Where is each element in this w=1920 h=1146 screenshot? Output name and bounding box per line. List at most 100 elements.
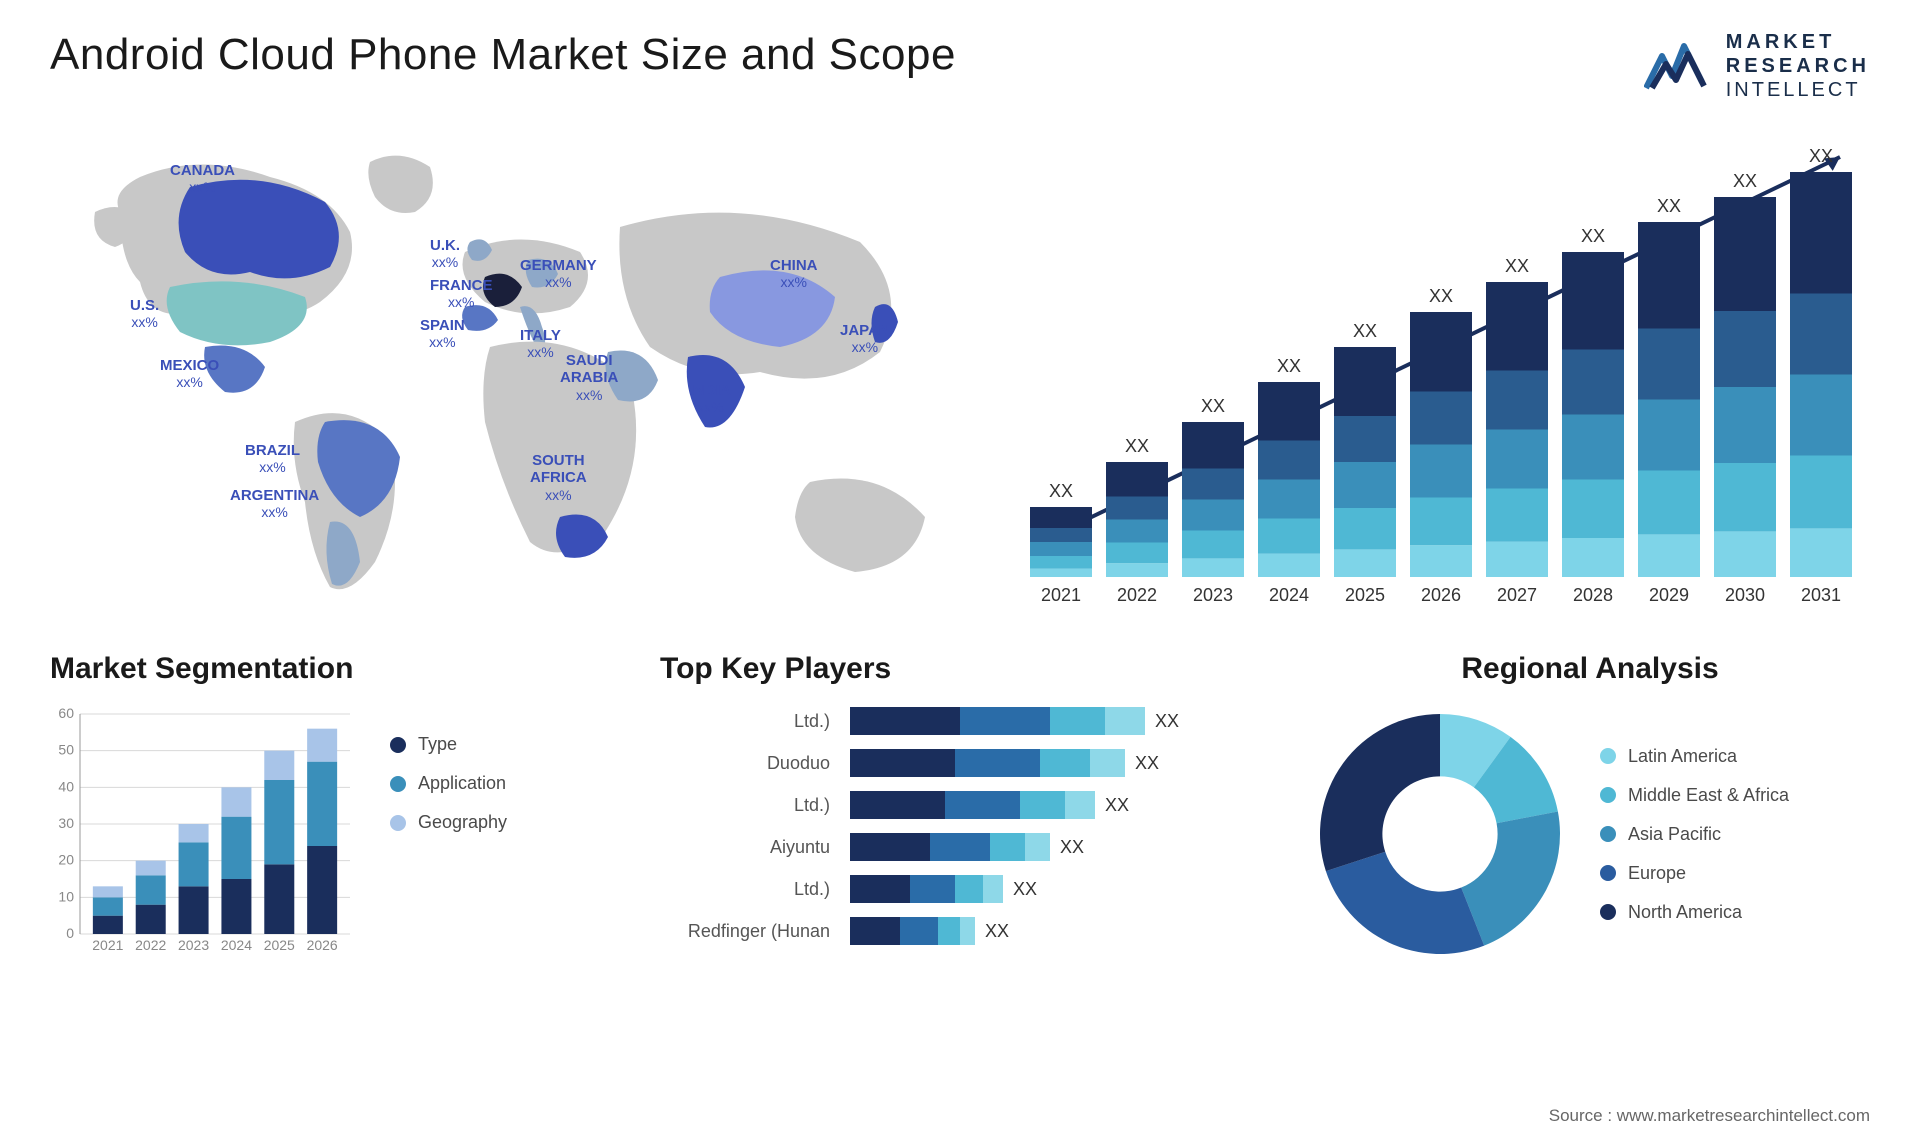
regional-legend-item: Latin America [1600,746,1789,767]
svg-text:XX: XX [1277,356,1301,376]
svg-text:2026: 2026 [307,937,338,953]
map-label-india: INDIAxx% [690,382,731,417]
bottom-row: Market Segmentation 01020304050602021202… [50,652,1870,964]
map-label-canada: CANADAxx% [170,162,235,197]
map-label-uk: U.K.xx% [430,237,460,272]
player-bar-row: XX [850,788,1260,822]
regional-title: Regional Analysis [1310,652,1870,686]
svg-text:2022: 2022 [135,937,166,953]
seg-legend-item: Geography [390,812,507,833]
logo-icon [1644,38,1714,94]
regional-legend-item: Europe [1600,863,1789,884]
player-label: Duoduo [660,746,830,780]
svg-text:XX: XX [1657,196,1681,216]
map-label-us: U.S.xx% [130,297,159,332]
svg-text:30: 30 [58,815,74,831]
svg-text:2025: 2025 [1345,585,1385,605]
player-bar-row: XX [850,830,1260,864]
svg-text:2027: 2027 [1497,585,1537,605]
player-value: XX [1013,879,1037,900]
map-label-spain: SPAINxx% [420,317,465,352]
svg-text:2028: 2028 [1573,585,1613,605]
map-label-japan: JAPANxx% [840,322,890,357]
header: Android Cloud Phone Market Size and Scop… [50,30,1870,102]
player-label: Ltd.) [660,704,830,738]
svg-text:2026: 2026 [1421,585,1461,605]
svg-text:40: 40 [58,778,74,794]
svg-text:2031: 2031 [1801,585,1841,605]
map-label-brazil: BRAZILxx% [245,442,300,477]
svg-text:0: 0 [66,925,74,941]
svg-text:XX: XX [1581,226,1605,246]
player-labels: Ltd.) Duoduo Ltd.) Aiyuntu Ltd.) Redfinger (H… [660,704,830,948]
svg-text:10: 10 [58,888,74,904]
svg-text:2023: 2023 [1193,585,1233,605]
svg-text:XX: XX [1505,256,1529,276]
segmentation-chart: 0102030405060202120222023202420252026 [50,704,360,964]
logo-line1: MARKET [1726,30,1870,54]
source-attribution: Source : www.marketresearchintellect.com [1549,1106,1870,1126]
logo-line3: INTELLECT [1726,78,1870,102]
player-label: Redfinger (Hunan [660,914,830,948]
map-label-southafrica: SOUTHAFRICAxx% [530,452,587,504]
player-bar-row: XX [850,746,1260,780]
segmentation-legend: Type Application Geography [390,704,507,964]
regional-legend-item: Middle East & Africa [1600,785,1789,806]
svg-text:XX: XX [1201,396,1225,416]
svg-text:2021: 2021 [1041,585,1081,605]
svg-text:2024: 2024 [1269,585,1309,605]
player-value: XX [1105,795,1129,816]
player-value: XX [1060,837,1084,858]
segmentation-title: Market Segmentation [50,652,610,686]
svg-text:XX: XX [1049,481,1073,501]
svg-text:2029: 2029 [1649,585,1689,605]
svg-text:2022: 2022 [1117,585,1157,605]
top-row: CANADAxx% U.S.xx%MEXICOxx% BRAZILxx% ARGENT… [50,122,1870,612]
world-map-panel: CANADAxx% U.S.xx%MEXICOxx% BRAZILxx% ARGENT… [50,122,970,612]
svg-text:2023: 2023 [178,937,209,953]
svg-text:XX: XX [1353,321,1377,341]
svg-text:XX: XX [1429,286,1453,306]
svg-text:50: 50 [58,742,74,758]
map-label-china: CHINAxx% [770,257,818,292]
map-label-argentina: ARGENTINAxx% [230,487,319,522]
svg-text:XX: XX [1733,171,1757,191]
player-value: XX [1155,711,1179,732]
page-title: Android Cloud Phone Market Size and Scop… [50,30,956,80]
map-label-germany: GERMANYxx% [520,257,597,292]
svg-text:20: 20 [58,852,74,868]
map-label-mexico: MEXICOxx% [160,357,219,392]
map-label-saudiarabia: SAUDIARABIAxx% [560,352,618,404]
player-label: Aiyuntu [660,830,830,864]
player-bar-row: XX [850,914,1260,948]
map-label-france: FRANCExx% [430,277,493,312]
player-label: Ltd.) [660,872,830,906]
svg-text:2030: 2030 [1725,585,1765,605]
regional-legend: Latin America Middle East & Africa Asia Pa… [1600,746,1789,923]
svg-text:60: 60 [58,705,74,721]
player-bar-row: XX [850,872,1260,906]
regional-panel: Regional Analysis Latin America Middle Ea… [1310,652,1870,964]
segmentation-panel: Market Segmentation 01020304050602021202… [50,652,610,964]
player-bar-row: XX [850,704,1260,738]
player-label: Ltd.) [660,788,830,822]
players-title: Top Key Players [660,652,1260,686]
seg-legend-item: Application [390,773,507,794]
map-label-italy: ITALYxx% [520,327,561,362]
svg-text:XX: XX [1125,436,1149,456]
regional-donut [1310,704,1570,964]
svg-text:2024: 2024 [221,937,252,953]
regional-legend-item: North America [1600,902,1789,923]
player-value: XX [1135,753,1159,774]
brand-logo: MARKET RESEARCH INTELLECT [1644,30,1870,102]
svg-text:2025: 2025 [264,937,295,953]
seg-legend-item: Type [390,734,507,755]
players-panel: Top Key Players Ltd.)DuoduoLtd.)AiyuntuL… [660,652,1260,964]
growth-chart: XX 2021 XX 2022 XX 2023 XX 2024 XX 2025 XX 2026 XX 20… [1010,122,1870,612]
player-bars: XXXXXXXXXXXX [850,704,1260,948]
logo-line2: RESEARCH [1726,54,1870,78]
player-value: XX [985,921,1009,942]
svg-text:XX: XX [1809,146,1833,166]
growth-chart-panel: XX 2021 XX 2022 XX 2023 XX 2024 XX 2025 XX 2026 XX 20… [1010,122,1870,612]
regional-legend-item: Asia Pacific [1600,824,1789,845]
